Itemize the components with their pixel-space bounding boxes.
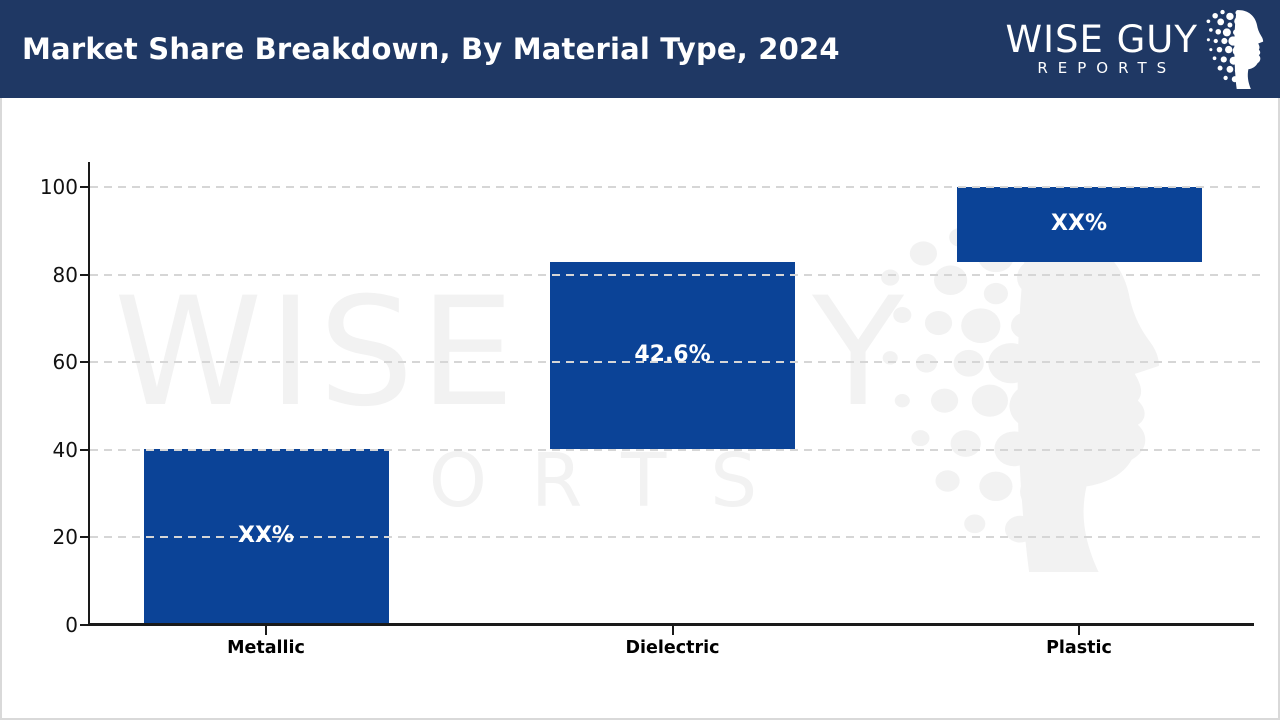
y-tick-label-20: 20 [52,525,78,550]
y-tick-80 [80,273,89,276]
chart-area: WISE GUY REPORTS 0 20 40 60 80 100 Metallic Die… [2,98,1278,716]
bar-label-plastic: XX% [1051,210,1107,236]
y-grid-line-100 [90,186,1262,188]
y-tick-60 [80,361,89,364]
y-tick-label-60: 60 [52,350,78,375]
x-tick-dielectric [671,626,674,635]
y-tick-label-80: 80 [52,262,78,287]
y-tick-label-40: 40 [52,437,78,462]
bar-label-metallic: XX% [238,522,294,548]
logo-wordmark: WISE GUY [1005,17,1198,61]
y-axis-line [88,162,90,626]
x-axis-line [88,623,1254,626]
bar-label-dielectric: 42.6% [634,341,711,367]
y-grid-line-80 [90,273,1262,276]
x-tick-label-dielectric: Dielectric [625,638,720,658]
logo-text: WISE GUY REPORTS [1005,17,1198,78]
wiseguy-head-icon [1202,9,1264,89]
y-grid-line-20 [90,536,1262,539]
y-tick-20 [80,536,89,539]
page-title: Market Share Breakdown, By Material Type… [22,32,840,66]
y-grid-line-60 [90,361,1262,364]
y-tick-label-0: 0 [65,613,78,637]
y-tick-40 [80,448,89,451]
bar-dielectric [550,262,795,449]
y-tick-0 [80,624,89,626]
x-tick-label-metallic: Metallic [227,638,305,658]
watermark-head-icon [860,224,1162,572]
x-tick-label-plastic: Plastic [1046,638,1112,658]
logo-subtext: REPORTS [1037,59,1177,78]
x-tick-metallic [265,626,267,635]
bar-plastic [956,187,1202,263]
wiseguy-logo: WISE GUY REPORTS [1006,9,1264,89]
y-tick-100 [80,186,89,188]
report-header: Market Share Breakdown, By Material Type… [0,0,1280,98]
y-grid-line-40 [90,448,1262,451]
x-tick-plastic [1078,626,1080,635]
y-tick-label-100: 100 [39,175,78,199]
